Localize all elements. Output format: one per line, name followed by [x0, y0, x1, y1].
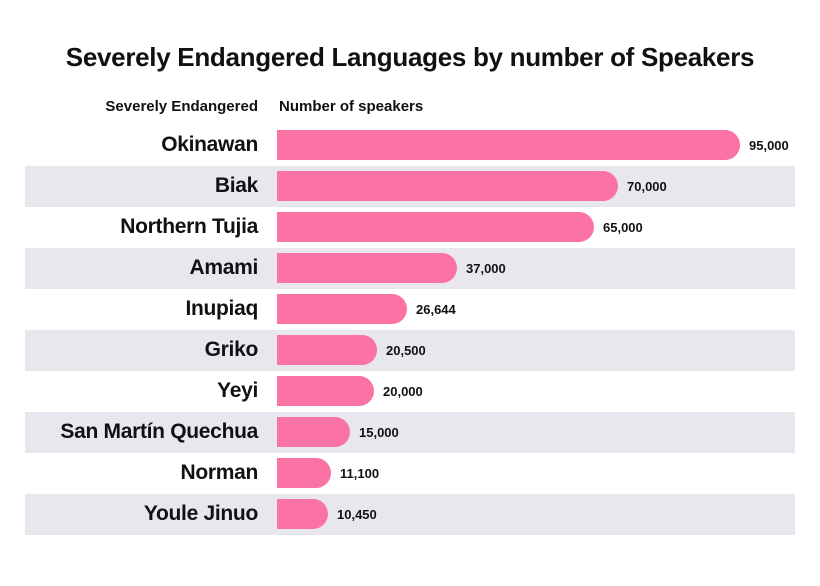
table-row: Youle Jinuo 10,450 — [0, 494, 820, 535]
column-header-category: Severely Endangered — [105, 98, 258, 115]
bar-value-label: 15,000 — [359, 425, 399, 440]
bar-category-label: Inupiaq — [185, 297, 258, 320]
row-stripe — [25, 412, 795, 453]
bar-value-label: 37,000 — [466, 261, 506, 276]
bar — [277, 376, 374, 406]
bar-category-label: Okinawan — [161, 133, 258, 156]
bar — [277, 130, 740, 160]
bar-category-label: Biak — [214, 174, 258, 197]
bar-category-label: Northern Tujia — [120, 215, 258, 238]
table-row: Yeyi 20,000 — [0, 371, 820, 412]
row-stripe — [25, 330, 795, 371]
table-row: Griko 20,500 — [0, 330, 820, 371]
bar-value-label: 26,644 — [416, 302, 456, 317]
bar-value-label: 10,450 — [337, 507, 377, 522]
table-row: Biak 70,000 — [0, 166, 820, 207]
bar-category-label: Youle Jinuo — [143, 502, 258, 525]
table-row: Amami 37,000 — [0, 248, 820, 289]
bar-rows: Okinawan 95,000 Biak 70,000 Northern Tujia 65… — [0, 125, 820, 540]
column-header-value: Number of speakers — [279, 98, 424, 115]
bar-value-label: 65,000 — [603, 220, 643, 235]
bar — [277, 417, 350, 447]
bar — [277, 294, 407, 324]
bar — [277, 458, 331, 488]
bar-category-label: Yeyi — [217, 379, 258, 402]
row-stripe — [25, 494, 795, 535]
table-row: Norman 11,100 — [0, 453, 820, 494]
bar-value-label: 11,100 — [340, 466, 380, 481]
table-row: Northern Tujia 65,000 — [0, 207, 820, 248]
bar — [277, 335, 377, 365]
bar-category-label: Norman — [180, 461, 258, 484]
bar-value-label: 70,000 — [627, 179, 667, 194]
bar — [277, 171, 618, 201]
bar-category-label: San Martín Quechua — [60, 420, 258, 443]
table-row: Inupiaq 26,644 — [0, 289, 820, 330]
bar-value-label: 95,000 — [749, 138, 789, 153]
table-row: San Martín Quechua 15,000 — [0, 412, 820, 453]
bar — [277, 212, 594, 242]
column-header-row: Severely Endangered Number of speakers — [0, 98, 820, 120]
bar — [277, 253, 457, 283]
table-row: Okinawan 95,000 — [0, 125, 820, 166]
bar-category-label: Griko — [204, 338, 259, 361]
bar — [277, 499, 328, 529]
bar-value-label: 20,500 — [386, 343, 426, 358]
bar-value-label: 20,000 — [383, 384, 423, 399]
page-title: Severely Endangered Languages by number … — [65, 42, 755, 72]
bar-category-label: Amami — [189, 256, 258, 279]
